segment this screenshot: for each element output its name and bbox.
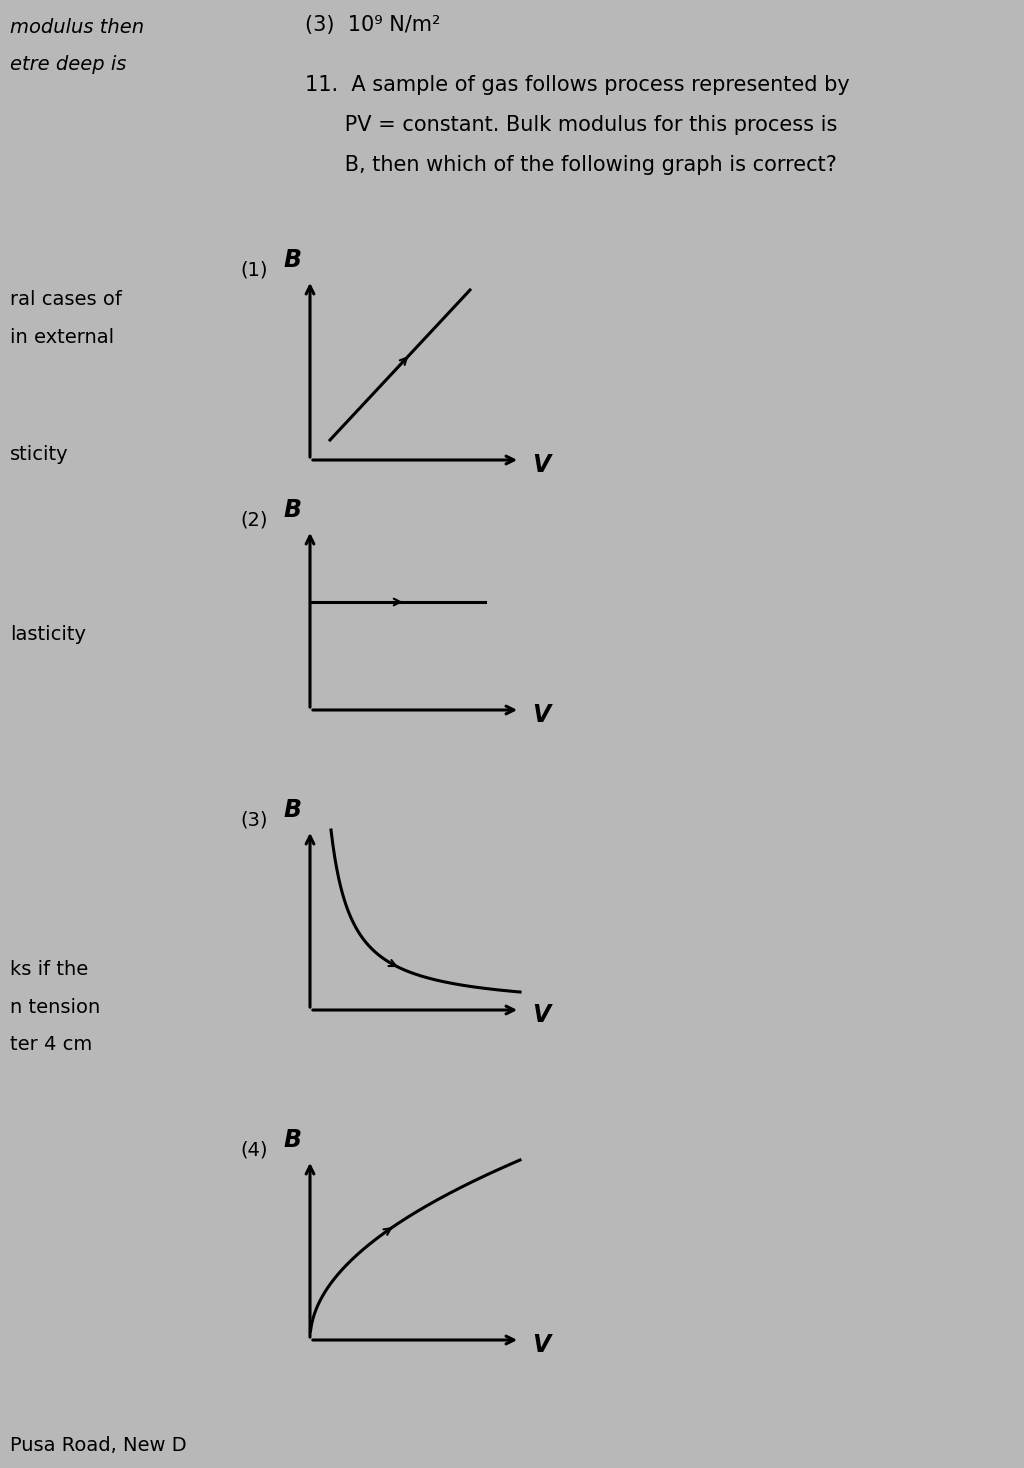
- Text: V: V: [532, 1333, 550, 1356]
- Text: V: V: [532, 1003, 550, 1028]
- Text: V: V: [532, 703, 550, 727]
- Text: B, then which of the following graph is correct?: B, then which of the following graph is …: [305, 156, 837, 175]
- Text: modulus then: modulus then: [10, 18, 144, 37]
- Text: B: B: [284, 498, 302, 523]
- Text: in external: in external: [10, 327, 114, 346]
- Text: (1): (1): [240, 260, 267, 279]
- Text: B: B: [284, 799, 302, 822]
- Text: lasticity: lasticity: [10, 625, 86, 644]
- Text: (3)  10⁹ N/m²: (3) 10⁹ N/m²: [305, 15, 440, 35]
- Text: sticity: sticity: [10, 445, 69, 464]
- Text: B: B: [284, 1127, 302, 1152]
- Text: PV = constant. Bulk modulus for this process is: PV = constant. Bulk modulus for this pro…: [305, 115, 838, 135]
- Text: (2): (2): [240, 509, 267, 528]
- Text: ks if the: ks if the: [10, 960, 88, 979]
- Text: (4): (4): [240, 1141, 267, 1160]
- Text: V: V: [532, 454, 550, 477]
- Text: Pusa Road, New D: Pusa Road, New D: [10, 1436, 186, 1455]
- Text: ral cases of: ral cases of: [10, 291, 122, 308]
- Text: n tension: n tension: [10, 998, 100, 1017]
- Text: etre deep is: etre deep is: [10, 54, 126, 73]
- Text: 11.  A sample of gas follows process represented by: 11. A sample of gas follows process repr…: [305, 75, 850, 95]
- Text: B: B: [284, 248, 302, 272]
- Text: (3): (3): [240, 810, 267, 829]
- Text: ter 4 cm: ter 4 cm: [10, 1035, 92, 1054]
